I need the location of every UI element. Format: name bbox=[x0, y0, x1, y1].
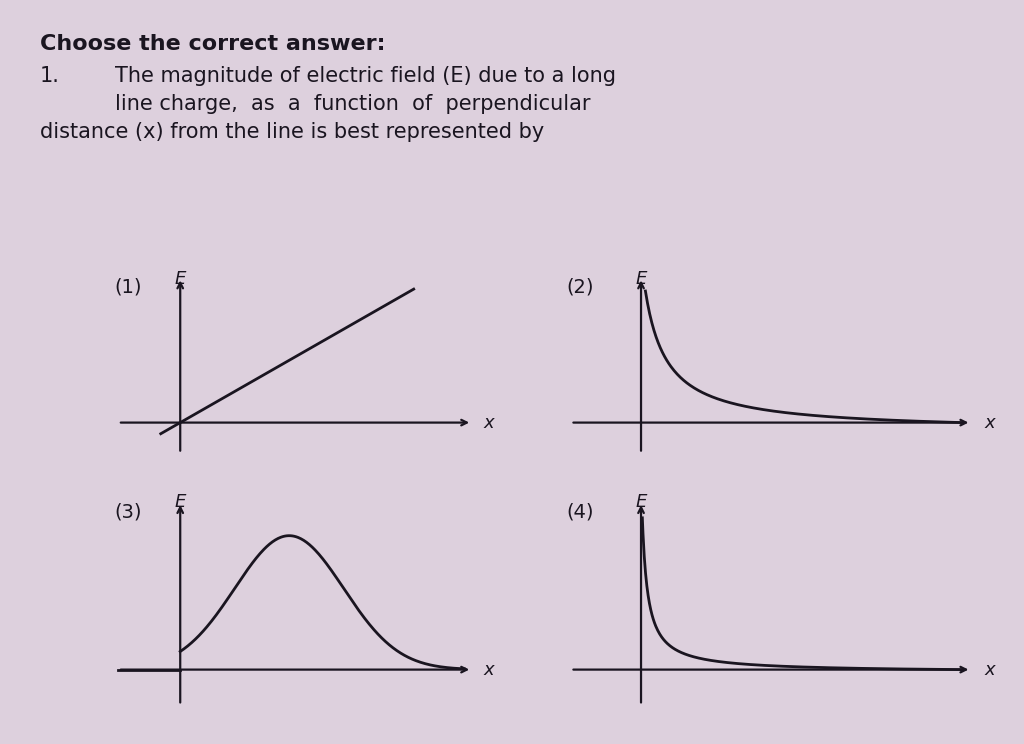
Text: x: x bbox=[483, 661, 495, 679]
Text: line charge,  as  a  function  of  perpendicular: line charge, as a function of perpendicu… bbox=[115, 94, 591, 114]
Text: Choose the correct answer:: Choose the correct answer: bbox=[40, 34, 385, 54]
Text: distance (x) from the line is best represented by: distance (x) from the line is best repre… bbox=[40, 122, 544, 142]
Text: E: E bbox=[174, 270, 186, 288]
Text: x: x bbox=[984, 661, 995, 679]
Text: (1): (1) bbox=[114, 278, 141, 297]
Text: E: E bbox=[635, 270, 647, 288]
Text: The magnitude of electric field (E) due to a long: The magnitude of electric field (E) due … bbox=[115, 66, 616, 86]
Text: x: x bbox=[984, 414, 995, 432]
Text: E: E bbox=[174, 493, 186, 511]
Text: (4): (4) bbox=[566, 502, 594, 522]
Text: 1.: 1. bbox=[40, 66, 59, 86]
Text: x: x bbox=[483, 414, 495, 432]
Text: E: E bbox=[635, 493, 647, 511]
Text: (3): (3) bbox=[114, 502, 141, 522]
Text: (2): (2) bbox=[566, 278, 594, 297]
